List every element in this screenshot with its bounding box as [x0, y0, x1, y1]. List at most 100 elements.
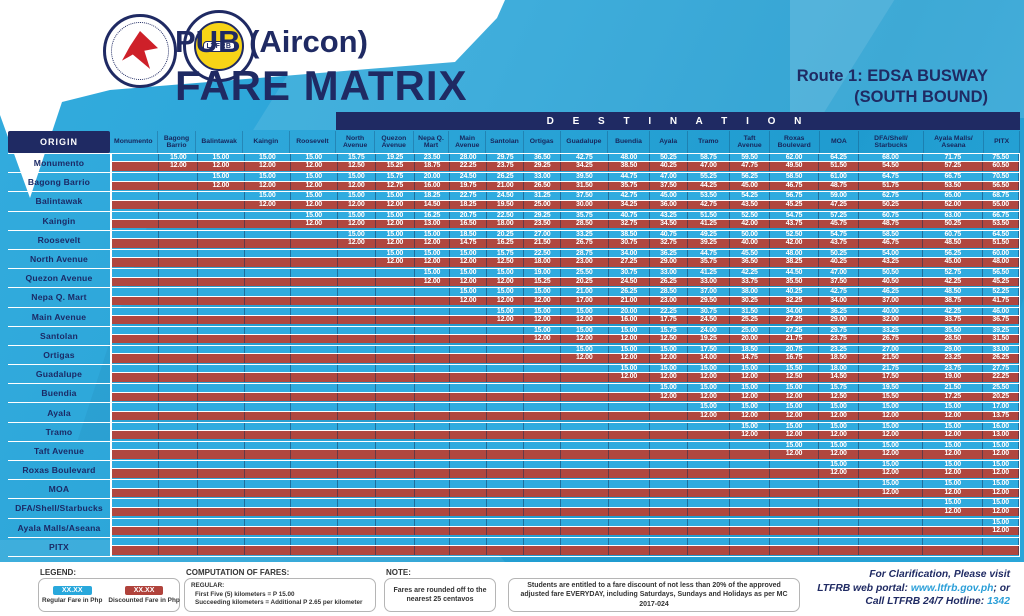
- fare-cell: [291, 488, 338, 497]
- fare-cell: [112, 392, 160, 402]
- fare-cell: [198, 211, 245, 219]
- fare-cell: 38.25: [770, 258, 820, 267]
- fare-cell: 12.00: [923, 507, 984, 517]
- fare-cell: [159, 239, 199, 248]
- fare-cell: 15.00: [983, 499, 1019, 507]
- fare-cell: 12.00: [245, 162, 292, 171]
- fare-cell: 46.75: [770, 181, 820, 190]
- fare-cell: [415, 315, 451, 325]
- fare-row: Taft Avenue 15.00 15.00 15.00 15.00 15.00 12.0…: [8, 441, 1019, 461]
- clarification-text: For Clarification, Please visit LTFRB we…: [795, 568, 1010, 609]
- fare-cell: 37.50: [650, 181, 688, 190]
- fare-cell: [159, 469, 199, 478]
- fare-cell: 29.25: [524, 162, 562, 171]
- fare-cell: 12.00: [859, 450, 924, 459]
- fare-cell: 12.50: [487, 258, 525, 267]
- fare-cell: 12.00: [859, 411, 924, 421]
- fare-cell: [245, 230, 292, 239]
- fare-cell: [198, 499, 245, 507]
- fare-cell: [376, 335, 415, 344]
- fare-cell: 15.00: [450, 269, 487, 277]
- fare-cell: 15.00: [338, 173, 377, 181]
- footer: LEGEND: XX.XX Regular Fare in Php XX.XX …: [0, 562, 1024, 616]
- fare-cell: 50.25: [650, 154, 688, 162]
- fare-cell: [487, 450, 525, 459]
- fare-cell: 26.75: [859, 335, 924, 344]
- route-label: Route 1: EDSA BUSWAY (SOUTH BOUND): [797, 66, 988, 107]
- fare-cell: [524, 518, 562, 526]
- fare-cell: 12.00: [650, 373, 688, 382]
- fare-cell: [923, 518, 984, 526]
- fare-cell: 15.00: [609, 326, 651, 335]
- fare-cell: [730, 518, 770, 526]
- fare-cell: 15.75: [376, 173, 415, 181]
- fare-cell: [561, 373, 609, 382]
- fare-cell: [291, 518, 338, 526]
- fare-cell: [688, 488, 731, 497]
- fare-cell: 17.50: [688, 345, 731, 354]
- fare-cell: [450, 326, 487, 335]
- fare-cell: 20.75: [450, 211, 487, 219]
- fare-cell: 37.50: [819, 277, 859, 286]
- fare-cell: [376, 403, 415, 411]
- fare-cell: [415, 392, 451, 402]
- fare-cell: [415, 354, 451, 363]
- destination-header: DFA/Shell/ Starbucks: [859, 131, 924, 153]
- fare-cell: [112, 277, 160, 286]
- computation-label: COMPUTATION OF FARES:: [186, 568, 290, 577]
- discounted-fare-band: 12.00 12.00 12.00 12.00 12.50 15.25 18.75 22.25…: [112, 162, 1019, 171]
- fare-cell: 37.00: [859, 296, 924, 306]
- destination-header: Santolan: [486, 131, 524, 153]
- fare-cell: [112, 354, 160, 363]
- fare-cell: [376, 537, 415, 546]
- fare-cell: [524, 441, 562, 450]
- discounted-fare-band: 12.00 12.00 12.00 12.00 12.00 13.00: [112, 431, 1019, 440]
- fare-cell: [487, 403, 525, 411]
- fare-cell: [338, 307, 377, 315]
- table-header-row: ORIGIN Monumento Bagong Barrio Balintawak K…: [8, 131, 1020, 153]
- fare-cell: [245, 239, 292, 248]
- discounted-fare-caption: Discounted Fare in Php: [108, 597, 180, 604]
- fare-cell: [159, 345, 199, 354]
- fare-cell: [112, 461, 160, 469]
- origin-label: Roxas Boulevard: [22, 465, 96, 476]
- fare-cell: [245, 335, 292, 344]
- fare-cell: 12.00: [730, 431, 770, 440]
- fare-cell: 15.00: [819, 422, 859, 431]
- fare-cell: [198, 441, 245, 450]
- fare-cell: 36.75: [983, 315, 1019, 325]
- fare-cell: 18.50: [819, 354, 859, 363]
- fare-cell: [524, 499, 562, 507]
- fare-cell: [376, 354, 415, 363]
- fare-cell: 17.50: [859, 373, 924, 382]
- fare-cell: 15.00: [376, 192, 415, 200]
- fare-cell: [609, 403, 651, 411]
- fare-cell: [112, 480, 160, 488]
- fare-cell: [859, 499, 924, 507]
- fare-cell: 23.50: [415, 154, 451, 162]
- fare-cell: [291, 450, 338, 459]
- fare-cell: [376, 507, 415, 517]
- fare-cell: [291, 480, 338, 488]
- discounted-fare-band: 12.00 12.00 12.00 16.00 17.75 24.50 25.25 27.25…: [112, 315, 1019, 325]
- fare-cell: [450, 392, 487, 402]
- fare-cell: [112, 307, 160, 315]
- fare-cell: 12.00: [198, 181, 245, 190]
- fare-cell: 25.00: [524, 200, 562, 210]
- computation-regular: REGULAR:: [191, 582, 225, 589]
- fare-cell: [338, 258, 377, 267]
- fare-cell: 24.00: [688, 326, 731, 335]
- fare-cell: 20.00: [609, 307, 651, 315]
- fare-cell: [688, 507, 731, 517]
- fare-cell: 41.25: [688, 219, 731, 229]
- fare-cell: [338, 499, 377, 507]
- discounted-fare-band: 12.00 12.00 12.00 17.00 21.00 23.00 29.50 30.25…: [112, 296, 1019, 306]
- fare-cell: 52.50: [770, 230, 820, 239]
- fare-cell: [376, 469, 415, 478]
- fare-cell: 53.50: [923, 181, 984, 190]
- fare-row: Roosevelt 15.00 15.00 15.00 18.50 20.25 27.00 3…: [8, 230, 1019, 250]
- fare-cell: 12.00: [923, 411, 984, 421]
- fare-cell: [561, 431, 609, 440]
- regular-fare-band: 15.00: [112, 518, 1019, 527]
- fare-cell: [338, 488, 377, 497]
